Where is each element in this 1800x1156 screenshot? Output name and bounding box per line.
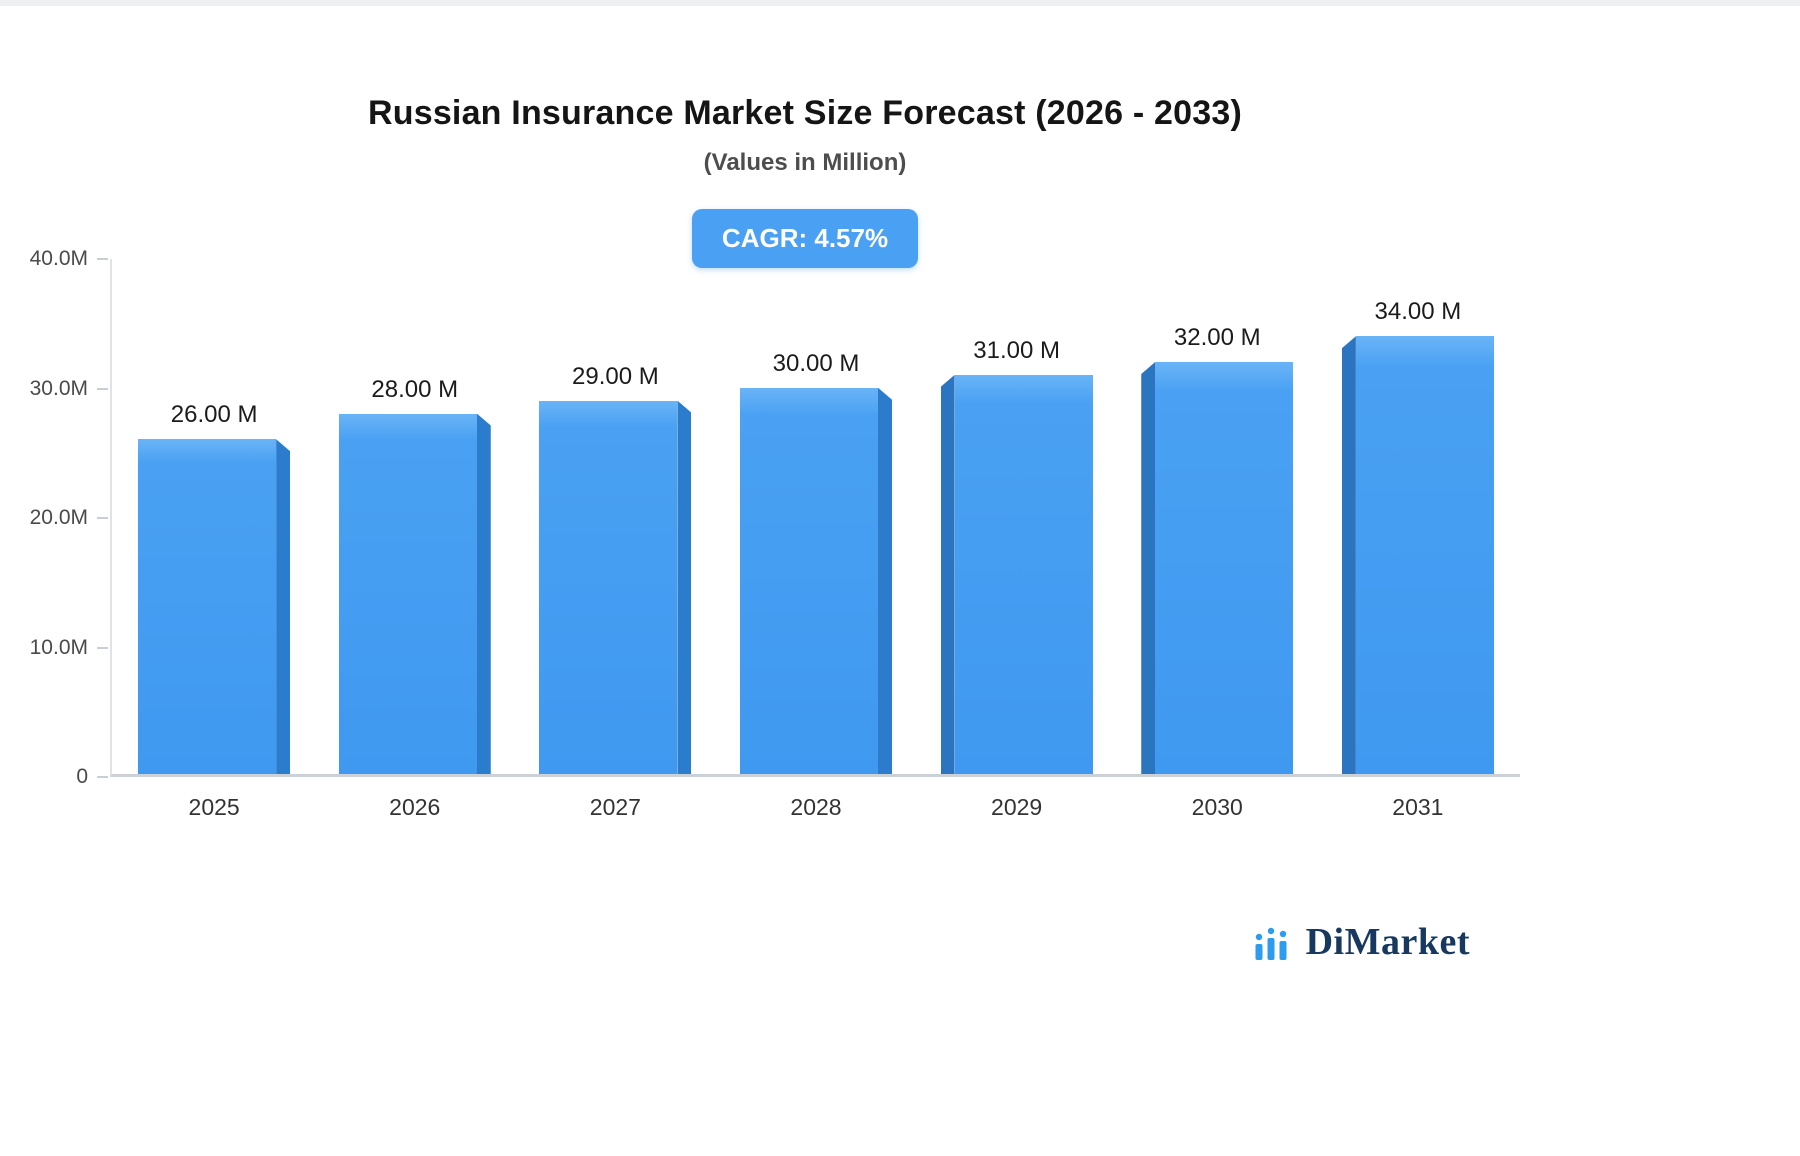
bar-face (1355, 336, 1494, 774)
bar-slot-2026: 28.00 M 2026 (316, 259, 513, 820)
bar-slot-2028: 30.00 M 2028 (718, 259, 915, 820)
bar-side-face (1141, 362, 1156, 774)
bar-2030 (1141, 362, 1294, 774)
bar-value-label: 26.00 M (170, 401, 258, 429)
y-axis-labels: 0 10.0M 20.0M 30.0M 40.0M (0, 247, 108, 788)
bar-face (338, 413, 477, 774)
logo-text: DiMarket (1305, 921, 1470, 963)
x-axis-label-2025: 2025 (188, 794, 240, 820)
x-axis-label-2030: 2030 (1191, 794, 1243, 820)
chart-header: Russian Insurance Market Size Forecast (… (0, 94, 1610, 268)
logo-bar-chart-icon (1255, 927, 1287, 960)
bar-side-face (1341, 336, 1356, 774)
y-tick-mark (97, 258, 108, 260)
y-tick-mark (97, 387, 108, 390)
bar-2031 (1341, 336, 1494, 774)
bar-value-label: 30.00 M (772, 349, 860, 377)
bar-2025 (138, 439, 291, 774)
bar-2026 (338, 413, 491, 774)
y-tick-40.0M: 40.0M (30, 247, 108, 271)
bar-face (138, 439, 277, 774)
logo: DiMarket (1252, 920, 1470, 964)
y-tick-mark (97, 776, 108, 778)
bar-slot-2031: 34.00 M 2031 (1319, 259, 1516, 820)
bar-value-label: 34.00 M (1374, 298, 1462, 326)
bar-value-label: 29.00 M (572, 362, 659, 390)
bar-slot-2029: 31.00 M 2029 (918, 259, 1115, 820)
x-axis-label-2031: 2031 (1392, 794, 1444, 820)
bar-face (1155, 362, 1294, 774)
bar-value-label: 28.00 M (371, 375, 459, 403)
bar-slot-2025: 26.00 M 2025 (116, 259, 313, 820)
y-tick-mark (97, 517, 108, 519)
x-axis-label-2027: 2027 (589, 794, 641, 820)
bar-value-label: 32.00 M (1173, 324, 1261, 351)
bar-slot-2030: 32.00 M 2030 (1119, 259, 1316, 820)
y-tick-0: 0 (76, 765, 108, 789)
x-axis-label-2028: 2028 (790, 794, 842, 820)
bar-side-face (878, 387, 892, 774)
y-tick-20.0M: 20.0M (30, 506, 108, 530)
bar-side-face (476, 413, 491, 774)
x-axis-label-2029: 2029 (991, 794, 1043, 820)
cagr-badge: CAGR: 4.57% (691, 209, 919, 268)
bar-chart: 0 10.0M 20.0M 30.0M 40.0M 26.00 M 2025 28.00 M… (0, 247, 1620, 820)
bar-slot-2027: 29.00 M 2027 (517, 259, 714, 820)
bar-2027 (539, 400, 692, 774)
bar-face (539, 400, 678, 774)
bar-2029 (940, 374, 1093, 774)
bar-value-label: 31.00 M (973, 336, 1060, 364)
bar-side-face (677, 400, 692, 774)
bar-face (954, 374, 1093, 774)
bar-face (740, 387, 878, 774)
plot-area: 26.00 M 2025 28.00 M 2026 29.00 M 2027 30.00 M… (110, 259, 1520, 820)
page-title: Russian Insurance Market Size Forecast (… (367, 94, 1242, 132)
y-tick-mark (97, 646, 108, 649)
y-tick-30.0M: 30.0M (30, 377, 108, 401)
bar-2028 (740, 387, 892, 774)
x-axis-label-2026: 2026 (389, 794, 441, 820)
bar-side-face (940, 374, 955, 774)
y-tick-10.0M: 10.0M (30, 636, 108, 660)
chart-subtitle: (Values in Million) (703, 149, 907, 176)
bar-side-face (276, 439, 291, 774)
